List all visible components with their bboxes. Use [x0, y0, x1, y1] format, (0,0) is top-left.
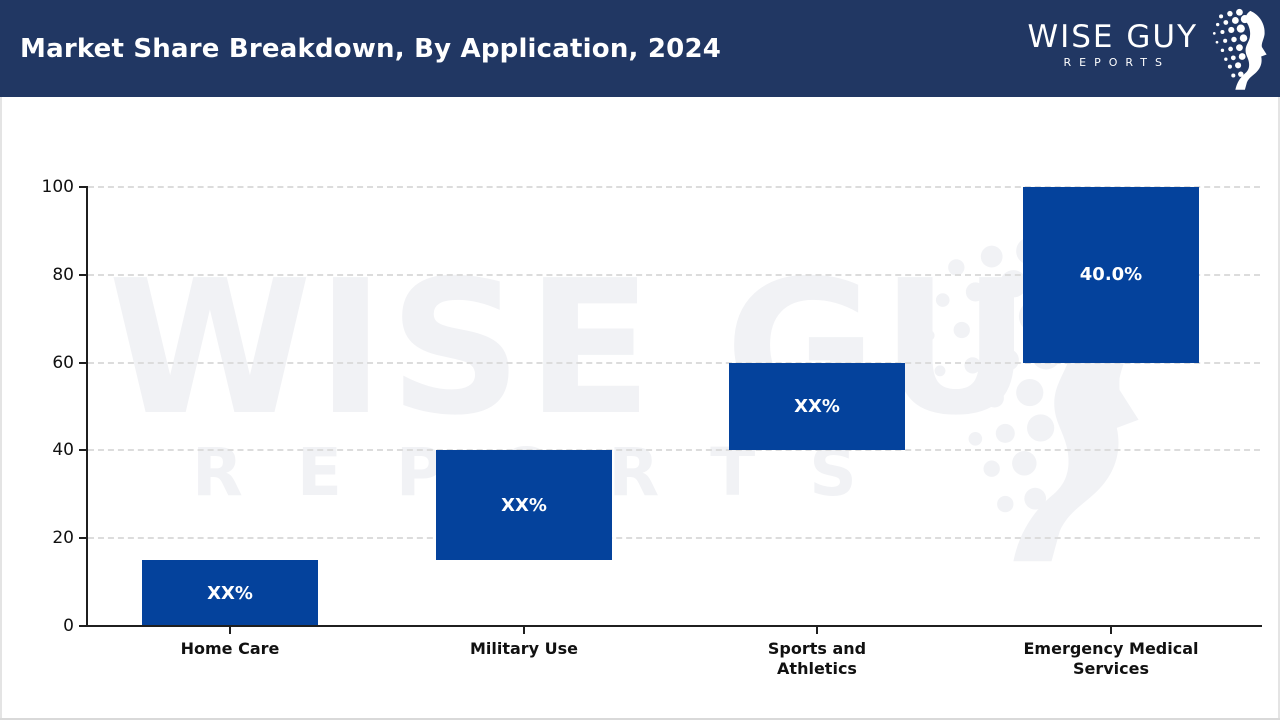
y-axis-tick-0 — [79, 625, 87, 627]
logo-wordmark: WISE GUY — [1027, 19, 1198, 55]
y-tick-label-100: 100 — [41, 177, 74, 197]
gridline-60 — [88, 361, 1260, 364]
y-tick-label-80: 80 — [52, 264, 74, 285]
y-tick-label-0: 0 — [63, 616, 74, 636]
y-tick-label-20: 20 — [52, 528, 74, 549]
y-axis-tick-100 — [79, 186, 87, 188]
bar-4: 40.0% — [1023, 187, 1199, 363]
x-tick-label-3: Sports and Athletics — [677, 639, 957, 679]
bar-value-label: XX% — [794, 395, 840, 417]
gridline-20 — [88, 537, 1260, 540]
x-tick-label-1: Home Care — [90, 639, 370, 659]
x-tick-label-line: Services — [1072, 659, 1150, 678]
gridline-100 — [88, 186, 1260, 188]
bar-value-label: 40.0% — [1079, 264, 1143, 286]
y-tick-label-60: 60 — [52, 352, 74, 373]
y-axis-line — [86, 186, 88, 627]
gridline-80 — [88, 273, 1260, 276]
y-tick-label-40: 40 — [52, 440, 74, 461]
y-axis-tick-60 — [79, 361, 87, 364]
x-tick-label-line: Emergency Medical — [1023, 639, 1199, 658]
logo-text: WISE GUY REPORTS — [1027, 20, 1198, 69]
watermark-wordmark: WISE GUY — [108, 240, 1173, 456]
bar-2: XX% — [436, 450, 612, 561]
y-axis-tick-40 — [79, 449, 87, 452]
x-tick-label-line: Sports and — [767, 639, 867, 658]
x-tick-label-line: Athletics — [777, 659, 857, 678]
y-axis-tick-80 — [79, 273, 87, 276]
x-axis-tick-4 — [1110, 627, 1112, 634]
gridline-40 — [88, 449, 1260, 452]
x-tick-label-4: Emergency Medical Services — [971, 639, 1251, 679]
y-axis-tick-20 — [79, 537, 87, 540]
bar-value-label: XX% — [501, 494, 547, 516]
x-tick-label-line: Home Care — [180, 639, 280, 658]
x-tick-label-line: Military Use — [469, 639, 579, 658]
x-axis-tick-2 — [523, 627, 525, 634]
x-axis-tick-1 — [229, 627, 231, 634]
logo-face-icon — [1200, 8, 1268, 90]
brand-logo: WISE GUY REPORTS — [1008, 6, 1268, 92]
bar-value-label: XX% — [207, 582, 253, 604]
x-axis-tick-3 — [816, 627, 818, 634]
bar-1: XX% — [142, 560, 318, 626]
x-axis-line — [86, 625, 1262, 627]
x-tick-label-2: Military Use — [384, 639, 664, 659]
logo-subtitle: REPORTS — [1063, 56, 1170, 69]
header-bar: Market Share Breakdown, By Application, … — [0, 0, 1280, 97]
bar-3: XX% — [729, 362, 905, 451]
page-title: Market Share Breakdown, By Application, … — [20, 33, 722, 64]
